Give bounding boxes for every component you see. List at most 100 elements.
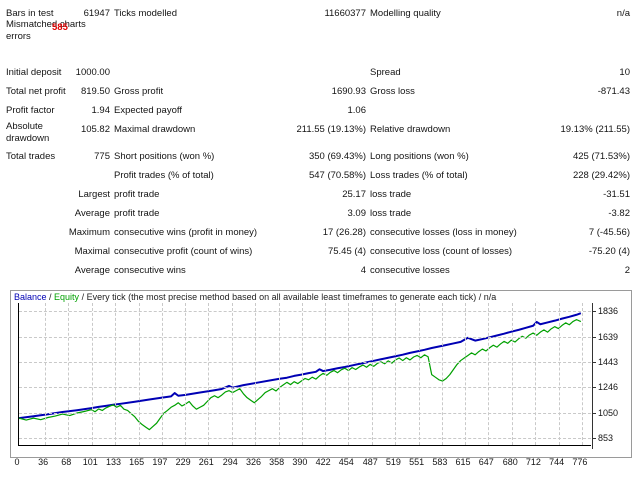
grid-line-vertical — [232, 303, 234, 445]
y-axis-tick-mark — [592, 311, 596, 313]
stats-label-secondary: profit trade — [114, 189, 160, 200]
stats-row: Profit trades (% of total) 547 (70.58%) Lo… — [0, 170, 640, 184]
x-axis-tick-label: 68 — [61, 457, 72, 467]
grid-line-vertical — [115, 303, 117, 445]
stats-value-tertiary: 228 (29.42%) — [572, 170, 630, 181]
grid-line-horizontal — [19, 437, 591, 439]
grid-line-vertical — [278, 303, 280, 445]
chart-series-svg — [19, 303, 591, 445]
stats-row: Total net profit 819.50 Gross profit 1690.9… — [0, 86, 640, 100]
x-axis-tick-label: 583 — [432, 457, 448, 467]
x-axis-tick-label: 487 — [362, 457, 378, 467]
x-axis-tick-label: 454 — [338, 457, 354, 467]
series-line-balance — [19, 313, 581, 418]
x-axis-tick-label: 422 — [315, 457, 331, 467]
stats-value-tertiary: n/a — [616, 8, 630, 19]
grid-line-vertical — [208, 303, 210, 445]
stats-row: Largest profit trade 25.17 loss trade -31.51 — [0, 189, 640, 203]
x-axis-tick-label: 261 — [198, 457, 214, 467]
stats-label-primary: Initial deposit — [6, 67, 62, 78]
grid-line-vertical — [348, 303, 350, 445]
x-axis-tick-label: 776 — [572, 457, 588, 467]
x-axis-tick-label: 390 — [292, 457, 308, 467]
stats-value-primary: 61947 — [83, 8, 110, 19]
stats-value-secondary: 1690.93 — [331, 86, 366, 97]
grid-line-vertical — [255, 303, 257, 445]
y-axis-tick-mark — [592, 412, 596, 414]
stats-label-primary: Mismatched charts errors — [6, 19, 86, 42]
grid-line-vertical — [161, 303, 163, 445]
x-axis-tick-label: 294 — [222, 457, 238, 467]
y-axis-tick-label: 1246 — [598, 382, 619, 393]
grid-line-horizontal — [19, 311, 591, 313]
stats-row: Maximal consecutive profit (count of wins… — [0, 246, 640, 260]
stats-label-primary: Absolute drawdown — [6, 121, 50, 144]
stats-row: Mismatched charts errors 585 — [0, 19, 640, 42]
stats-label-secondary: Short positions (won %) — [114, 151, 215, 162]
stats-label-secondary: consecutive wins (profit in money) — [114, 227, 258, 238]
stats-row: Total trades 775 Short positions (won %) 35… — [0, 151, 640, 165]
legend-model-description: Every tick (the most precise method base… — [86, 292, 497, 302]
stats-value-tertiary: 19.13% (211.55) — [560, 124, 630, 135]
stats-row: Maximum consecutive wins (profit in money… — [0, 227, 640, 241]
stats-value-tertiary: 10 — [619, 67, 630, 78]
stats-label-secondary: Maximal drawdown — [114, 124, 196, 135]
stats-label-secondary: consecutive profit (count of wins) — [114, 246, 253, 257]
stats-row: Initial deposit 1000.00 Spread 10 — [0, 67, 640, 81]
x-axis-tick-label: 615 — [455, 457, 471, 467]
chart-y-axis: 1836 1639 1443 1246 1050 853 — [592, 303, 640, 449]
stats-row: Bars in test 61947 Ticks modelled 11660377 M… — [0, 8, 640, 22]
stats-label-primary: Bars in test — [6, 8, 54, 19]
stats-label-secondary: Profit trades (% of total) — [114, 170, 214, 181]
chart-x-axis: 0 36 68 101 133 165 197 229 261 294 326 358 390 422 45… — [10, 457, 632, 471]
stats-value-secondary: 1.06 — [347, 105, 367, 116]
stats-value-secondary: 211.55 (19.13%) — [296, 124, 366, 135]
x-axis-tick-label: 326 — [245, 457, 261, 467]
stats-value-primary: 1.94 — [91, 105, 111, 116]
x-axis-tick-label: 101 — [82, 457, 98, 467]
grid-line-horizontal — [19, 361, 591, 363]
stats-row: Absolute drawdown 105.82 Maximal drawdown 21… — [0, 121, 640, 144]
grid-line-vertical — [138, 303, 140, 445]
x-axis-tick-label: 647 — [478, 457, 494, 467]
stats-label-primary: Total net profit — [6, 86, 66, 97]
stats-row: Average consecutive wins 4 consecutive loss… — [0, 265, 640, 279]
stats-label-secondary: consecutive wins — [114, 265, 186, 276]
stats-label-tertiary: Loss trades (% of total) — [370, 170, 468, 181]
grid-line-horizontal — [19, 412, 591, 414]
stats-value-tertiary: 7 (-45.56) — [588, 227, 630, 238]
grid-line-vertical — [581, 303, 583, 445]
stats-label-tertiary: Long positions (won %) — [370, 151, 469, 162]
stats-label-tertiary: consecutive loss (count of losses) — [370, 246, 513, 257]
stats-value-primary: 105.82 — [80, 124, 110, 135]
x-axis-tick-label: 519 — [385, 457, 401, 467]
stats-label-secondary: profit trade — [114, 208, 160, 219]
grid-line-vertical — [465, 303, 467, 445]
x-axis-tick-label: 0 — [14, 457, 20, 467]
stats-label-primary: Maximum — [68, 227, 110, 238]
x-axis-tick-label: 744 — [549, 457, 565, 467]
stats-label-tertiary: consecutive losses — [370, 265, 450, 276]
y-axis-line — [592, 303, 593, 449]
y-axis-tick-label: 1836 — [598, 306, 619, 317]
x-axis-tick-label: 551 — [409, 457, 425, 467]
stats-label-tertiary: loss trade — [370, 189, 412, 200]
y-axis-tick-mark — [592, 361, 596, 363]
stats-value-primary: 819.50 — [80, 86, 110, 97]
chart-legend: Balance / Equity / Every tick (the most … — [14, 292, 496, 303]
stats-value-primary: 585 — [52, 22, 68, 33]
grid-line-vertical — [372, 303, 374, 445]
grid-line-horizontal — [19, 336, 591, 338]
stats-label-tertiary: loss trade — [370, 208, 412, 219]
x-axis-tick-label: 712 — [525, 457, 541, 467]
y-axis-tick-mark — [592, 437, 596, 439]
stats-value-secondary: 350 (69.43%) — [308, 151, 366, 162]
stats-value-secondary: 17 (26.28) — [322, 227, 366, 238]
y-axis-tick-mark — [592, 336, 596, 338]
stats-label-primary: Largest — [78, 189, 110, 200]
stats-value-tertiary: -871.43 — [597, 86, 630, 97]
grid-line-vertical — [535, 303, 537, 445]
grid-line-vertical — [418, 303, 420, 445]
y-axis-tick-label: 1050 — [598, 407, 619, 418]
